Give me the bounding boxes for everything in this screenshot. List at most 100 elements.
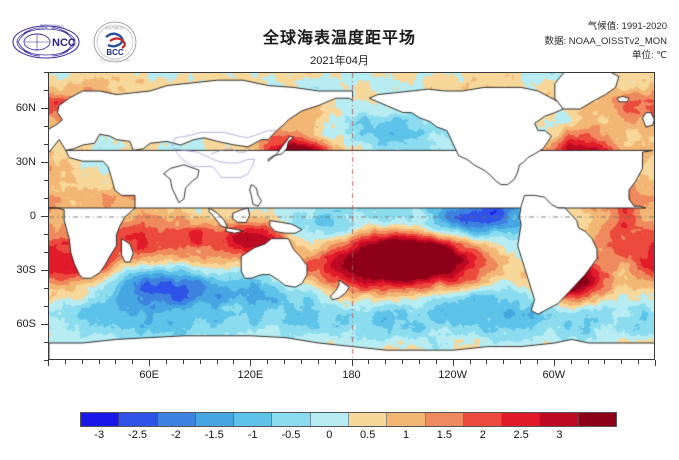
sst-anomaly-heatmap <box>49 73 654 359</box>
colorbar-cell-5 <box>272 413 311 426</box>
x-minor-tick <box>503 360 505 364</box>
x-minor-tick <box>621 360 623 364</box>
colorbar-cell-10 <box>463 413 503 426</box>
colorbar <box>80 412 617 427</box>
x-minor-tick <box>638 360 640 364</box>
x-minor-tick <box>486 360 488 364</box>
colorbar-tick: -2.5 <box>128 429 148 441</box>
y-minor-tick <box>44 144 48 145</box>
y-minor-tick <box>41 162 48 163</box>
x-minor-tick <box>570 360 572 364</box>
y-minor-tick <box>44 288 48 289</box>
x-minor-tick <box>149 360 151 366</box>
ncc-logo: NCC 国家气候中心 <box>10 21 82 63</box>
x-minor-tick <box>402 360 404 364</box>
y-axis-label: 30N <box>15 156 36 168</box>
x-minor-tick <box>587 360 589 364</box>
svg-text:Beijing Climate Center: Beijing Climate Center <box>100 58 130 62</box>
y-minor-tick <box>44 252 48 253</box>
x-minor-tick <box>435 360 437 364</box>
colorbar-cell-4 <box>234 413 273 426</box>
climatology-label: 气候值: 1991-2020 <box>587 21 667 32</box>
colorbar-tick: -2 <box>171 429 181 441</box>
colorbar-tick: 3 <box>556 429 563 441</box>
y-axis-label: 60S <box>16 318 36 330</box>
colorbar-tick: 2.5 <box>513 429 529 441</box>
colorbar-tick: 2 <box>479 429 486 441</box>
x-minor-tick <box>520 360 522 364</box>
y-axis-label: 0 <box>29 210 36 222</box>
colorbar-tick: -1.5 <box>204 429 224 441</box>
dataset-label: 数据: NOAA_OISSTv2_MON <box>544 35 667 47</box>
logo-group: NCC 国家气候中心 BCC 北京气候中心 Beijing Climate Ce… <box>10 18 140 66</box>
x-minor-tick <box>115 360 117 364</box>
x-minor-tick <box>368 360 370 364</box>
svg-text:NCC: NCC <box>52 37 76 49</box>
colorbar-tick: 0 <box>326 429 333 441</box>
x-minor-tick <box>604 360 606 364</box>
x-minor-tick <box>351 360 353 366</box>
colorbar-cell-13 <box>578 413 616 426</box>
x-minor-tick <box>655 360 656 366</box>
x-minor-tick <box>98 360 100 364</box>
plot-frame <box>48 72 655 360</box>
x-minor-tick <box>48 360 49 366</box>
colorbar-cell-6 <box>310 413 349 426</box>
y-minor-tick <box>44 90 48 91</box>
x-minor-tick <box>385 360 387 364</box>
colorbar-cell-1 <box>119 413 158 426</box>
x-minor-tick <box>199 360 201 364</box>
svg-text:北京气候中心: 北京气候中心 <box>105 25 126 30</box>
x-minor-tick <box>250 360 252 366</box>
colorbar-tick: 0.5 <box>360 429 376 441</box>
y-minor-tick <box>41 270 48 271</box>
y-minor-tick <box>41 324 48 325</box>
y-minor-tick <box>44 360 48 361</box>
colorbar-cell-7 <box>348 413 388 426</box>
y-minor-tick <box>44 234 48 235</box>
x-minor-tick <box>418 360 420 364</box>
svg-text:国家气候中心: 国家气候中心 <box>40 23 64 29</box>
y-minor-tick <box>44 306 48 307</box>
y-minor-tick <box>44 198 48 199</box>
svg-text:BCC: BCC <box>106 48 124 57</box>
y-minor-tick <box>44 126 48 127</box>
y-minor-tick <box>44 180 48 181</box>
colorbar-tick: -1 <box>247 429 258 441</box>
colorbar-tick: -0.5 <box>281 429 301 441</box>
metadata-block: 气候值: 1991-2020 数据: NOAA_OISSTv2_MON 单位: … <box>545 20 667 64</box>
x-axis-label: 60E <box>139 369 159 381</box>
x-axis-label: 120E <box>237 369 264 381</box>
x-minor-tick <box>233 360 235 364</box>
x-minor-tick <box>267 360 269 364</box>
x-minor-tick <box>553 360 555 366</box>
colorbar-cell-2 <box>157 413 196 426</box>
unit-label: 单位: ℃ <box>632 50 667 62</box>
x-axis-label: 120W <box>438 369 468 381</box>
x-axis-label: 180 <box>342 369 361 381</box>
x-minor-tick <box>469 360 471 364</box>
x-minor-tick <box>300 360 302 364</box>
x-minor-tick <box>216 360 218 364</box>
colorbar-tick: 1.5 <box>436 429 453 441</box>
x-minor-tick <box>64 360 66 364</box>
x-minor-tick <box>166 360 168 364</box>
y-minor-tick <box>44 72 48 73</box>
colorbar-tick: -3 <box>94 429 105 441</box>
x-minor-tick <box>334 360 336 364</box>
x-minor-tick <box>284 360 286 364</box>
y-minor-tick <box>41 108 48 109</box>
x-minor-tick <box>317 360 319 364</box>
colorbar-cell-8 <box>387 413 426 426</box>
y-axis-label: 30S <box>16 264 36 276</box>
x-axis-label: 60W <box>542 369 566 381</box>
x-minor-tick <box>182 360 184 364</box>
y-minor-tick <box>41 216 48 217</box>
x-minor-tick <box>132 360 134 364</box>
bcc-logo: BCC 北京气候中心 Beijing Climate Center <box>92 20 138 64</box>
x-minor-tick <box>81 360 83 364</box>
x-minor-tick <box>452 360 454 366</box>
colorbar-tick-labels: -3 -2.5 -2 -1.5 -1 -0.5 0 0.5 1 1.5 2 2.5 3 <box>80 429 617 445</box>
y-axis-label: 60N <box>15 102 36 114</box>
colorbar-gradient <box>80 412 617 427</box>
